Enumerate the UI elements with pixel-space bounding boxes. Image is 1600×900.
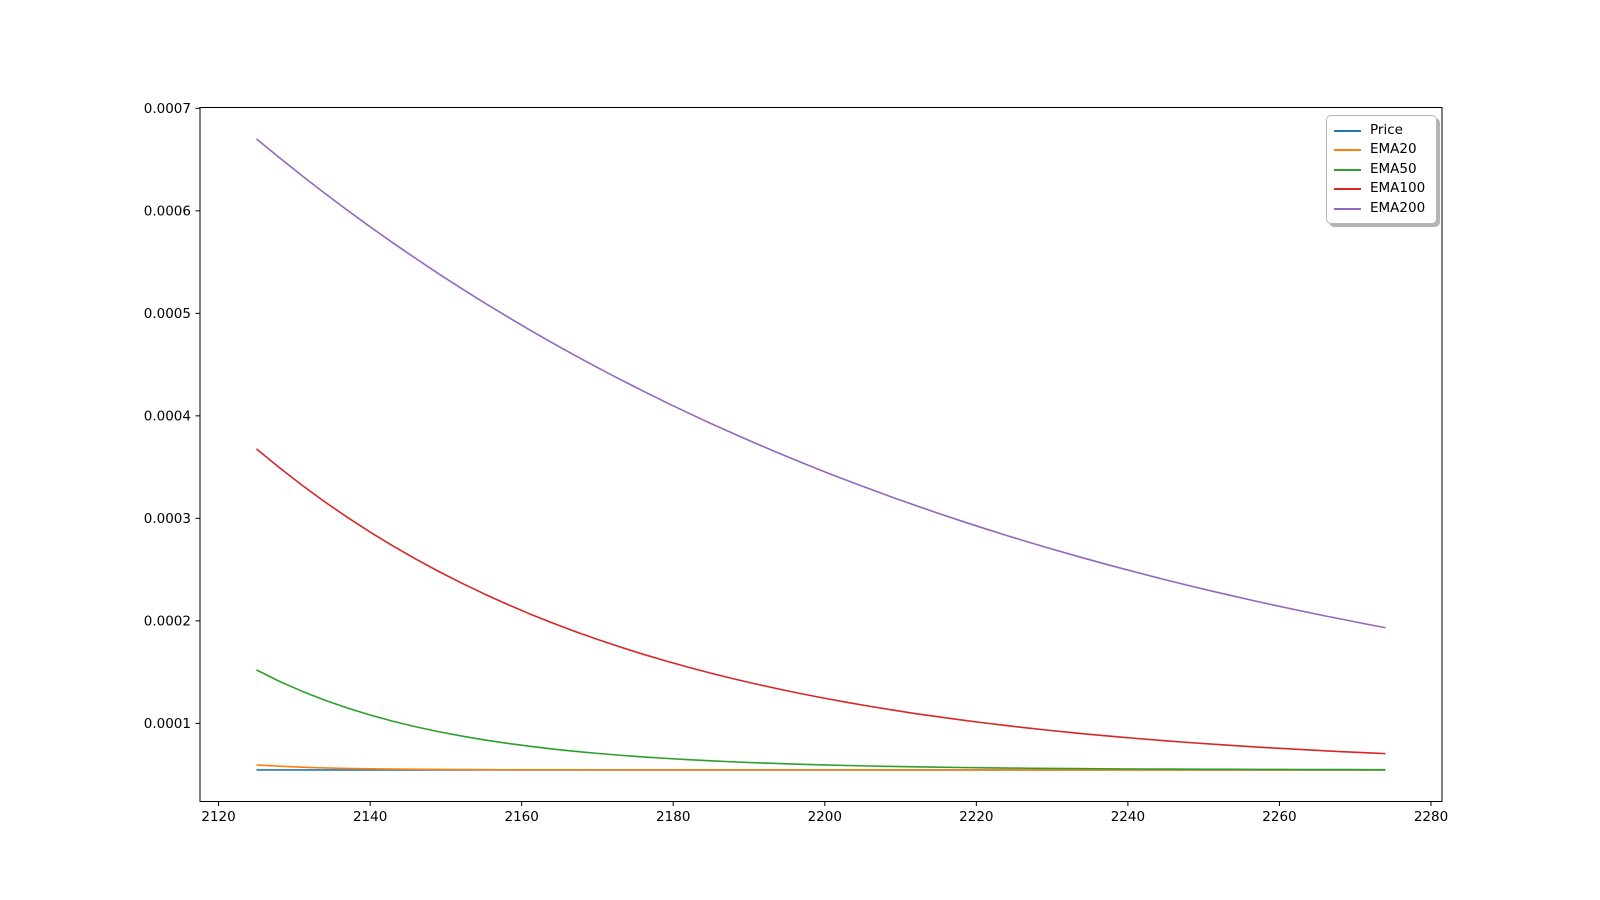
- legend-line-icon: [1334, 149, 1361, 151]
- x-tick-label: 2200: [808, 809, 842, 825]
- legend-label: EMA100: [1370, 180, 1426, 197]
- legend-item-ema200: EMA200: [1334, 199, 1428, 218]
- y-tick-label: 0.0002: [144, 613, 191, 629]
- legend-label: EMA20: [1370, 141, 1417, 158]
- y-tick-label: 0.0005: [144, 306, 191, 322]
- x-tick-label: 2160: [504, 809, 538, 825]
- legend-label: Price: [1370, 121, 1403, 138]
- legend-label: EMA200: [1370, 199, 1426, 216]
- legend-item-price: Price: [1334, 121, 1428, 140]
- x-tick-label: 2180: [656, 809, 690, 825]
- y-tick-label: 0.0003: [144, 511, 191, 527]
- x-tick-label: 2240: [1111, 809, 1145, 825]
- series-line-ema50: [256, 669, 1386, 771]
- legend-item-ema20: EMA20: [1334, 141, 1428, 160]
- x-tick-label: 2280: [1414, 809, 1448, 825]
- x-tick-label: 2140: [353, 809, 387, 825]
- y-tick-label: 0.0007: [144, 101, 191, 117]
- legend-line-icon: [1334, 168, 1361, 171]
- series-line-ema200: [255, 138, 1386, 629]
- y-tick-label: 0.0006: [144, 203, 191, 219]
- axes-spines: [199, 107, 1443, 802]
- legend-line-icon: [1334, 207, 1361, 210]
- y-tick-label: 0.0004: [144, 408, 191, 424]
- y-tick-label: 0.0001: [144, 716, 191, 732]
- x-tick-label: 2120: [201, 809, 235, 825]
- legend-label: EMA50: [1370, 160, 1417, 177]
- legend-item-ema100: EMA100: [1334, 180, 1428, 199]
- x-tick-label: 2260: [1262, 809, 1296, 825]
- legend-line-icon: [1334, 129, 1361, 132]
- x-tick-label: 2220: [959, 809, 993, 825]
- series-line-ema100: [255, 448, 1386, 755]
- legend[interactable]: Price EMA20 EMA50 EMA100 EMA200: [1326, 115, 1437, 224]
- legend-item-ema50: EMA50: [1334, 160, 1428, 179]
- legend-line-icon: [1334, 188, 1361, 190]
